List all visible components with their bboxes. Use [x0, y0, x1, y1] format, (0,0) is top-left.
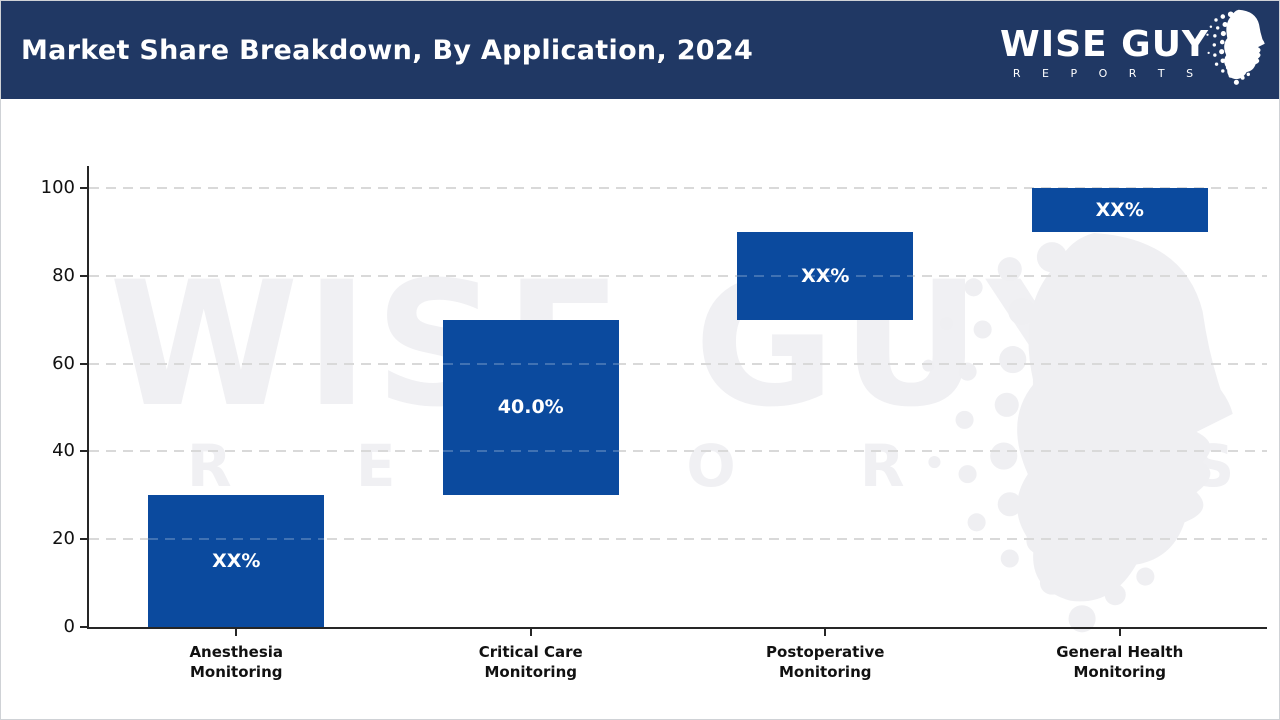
brand-wordmark: WISE GUY R E P O R T S	[999, 24, 1209, 80]
gridline-over-bar	[442, 450, 619, 453]
bar: XX%	[737, 231, 914, 320]
y-tick	[80, 538, 87, 541]
page-title: Market Share Breakdown, By Application, …	[21, 34, 754, 66]
y-tick	[80, 186, 87, 189]
x-category-label: Critical Care Monitoring	[478, 643, 583, 682]
bar-value-label: XX%	[801, 264, 850, 287]
bar: XX%	[1031, 187, 1208, 232]
gridline	[89, 362, 1267, 365]
y-tick	[80, 450, 87, 453]
y-tick	[80, 362, 87, 365]
gridline	[89, 450, 1267, 453]
brand-logo: WISE GUY R E P O R T S	[1000, 7, 1267, 93]
y-tick-label: 60	[52, 352, 75, 374]
y-tick-label: 100	[40, 176, 75, 198]
y-tick	[80, 274, 87, 277]
bar: XX%	[148, 495, 325, 627]
gridline-over-bar	[737, 274, 914, 277]
bar-value-label: XX%	[1095, 198, 1144, 221]
y-tick	[80, 626, 87, 628]
brand-name: WISE GUY	[999, 24, 1209, 65]
x-axis-line	[87, 627, 1267, 629]
gridline-over-bar	[148, 538, 325, 541]
x-category-label: Postoperative Monitoring	[766, 643, 885, 682]
bar-value-label: 40.0%	[497, 396, 564, 419]
brand-subtitle: R E P O R T S	[1012, 67, 1203, 80]
x-tick	[1118, 629, 1121, 636]
x-tick	[529, 629, 532, 636]
x-tick	[235, 629, 238, 636]
y-tick-label: 20	[52, 528, 75, 550]
gridline	[89, 274, 1267, 277]
plot-area: XX% 40.0% XX% XX%	[89, 166, 1267, 627]
y-tick-label: 40	[52, 440, 75, 462]
bar: 40.0%	[442, 319, 619, 496]
y-tick-label: 80	[52, 264, 75, 286]
dotted-face-icon	[1206, 9, 1265, 85]
bar-value-label: XX%	[212, 550, 261, 573]
gridline	[89, 538, 1267, 541]
x-tick	[824, 629, 827, 636]
x-category-label: General Health Monitoring	[1056, 643, 1184, 682]
y-tick-label: 0	[63, 616, 75, 637]
header: Market Share Breakdown, By Application, …	[1, 1, 1279, 99]
x-category-label: Anesthesia Monitoring	[189, 643, 284, 682]
gridline-over-bar	[442, 362, 619, 365]
y-axis-line	[87, 166, 89, 629]
gridline	[89, 186, 1267, 189]
